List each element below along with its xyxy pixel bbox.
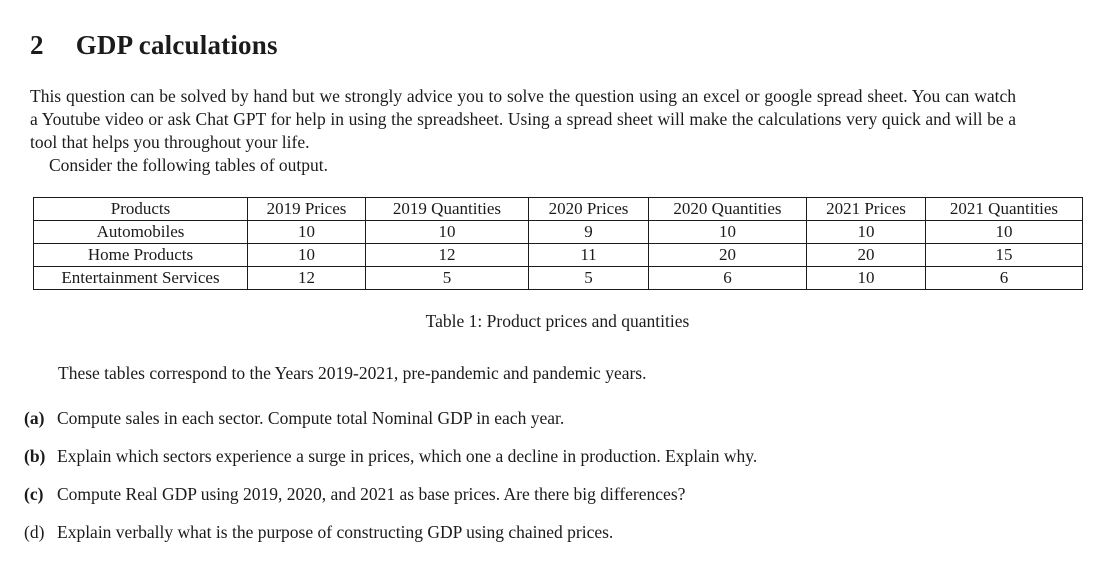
table-cell: 12 [365,243,529,267]
section-number: 2 [30,30,44,60]
row-label-home-products: Home Products [33,243,248,267]
consider-line: Consider the following tables of output. [49,155,328,175]
col-header-2019-prices: 2019 Prices [247,197,366,221]
product-table: Products 2019 Prices 2019 Quantities 202… [33,197,1083,290]
question-b-text: Explain which sectors experience a surge… [57,446,758,466]
intro-paragraph: This question can be solved by hand but … [30,86,1016,152]
table-header-row: Products 2019 Prices 2019 Quantities 202… [33,197,1083,221]
question-d-text: Explain verbally what is the purpose of … [57,522,614,542]
table-cell: 10 [806,220,926,244]
question-b: (b) Explain which sectors experience a s… [24,446,1067,467]
question-c: (c) Compute Real GDP using 2019, 2020, a… [24,484,1067,505]
question-list: (a) Compute sales in each sector. Comput… [24,408,1067,543]
col-header-2021-quantities: 2021 Quantities [925,197,1083,221]
question-b-label: (b) [24,446,46,466]
row-label-entertainment-services: Entertainment Services [33,266,248,290]
table-cell: 10 [365,220,529,244]
table-cell: 20 [806,243,926,267]
table-cell: 10 [247,243,366,267]
table-caption: Table 1: Product prices and quantities [425,311,690,331]
question-c-text: Compute Real GDP using 2019, 2020, and 2… [57,484,686,504]
question-d: (d) Explain verbally what is the purpose… [24,522,1067,543]
table-cell: 10 [806,266,926,290]
table-cell: 11 [528,243,649,267]
section-heading: 2 GDP calculations [30,30,1067,61]
table-cell: 5 [365,266,529,290]
question-d-label: (d) [24,522,45,542]
row-label-automobiles: Automobiles [33,220,248,244]
table-row: Home Products 10 12 11 20 20 15 [33,243,1083,267]
question-a-label: (a) [24,408,45,428]
table-cell: 10 [648,220,807,244]
col-header-products: Products [33,197,248,221]
question-c-label: (c) [24,484,44,504]
table-row: Entertainment Services 12 5 5 6 10 6 [33,266,1083,290]
table-cell: 9 [528,220,649,244]
table-cell: 10 [247,220,366,244]
table-cell: 5 [528,266,649,290]
table-cell: 12 [247,266,366,290]
table-cell: 20 [648,243,807,267]
col-header-2020-prices: 2020 Prices [528,197,649,221]
section-title: GDP calculations [75,30,278,60]
table-cell: 6 [648,266,807,290]
table-cell: 15 [925,243,1083,267]
after-table-text: These tables correspond to the Years 201… [58,363,647,383]
col-header-2021-prices: 2021 Prices [806,197,926,221]
question-a-text: Compute sales in each sector. Compute to… [57,408,565,428]
col-header-2020-quantities: 2020 Quantities [648,197,807,221]
col-header-2019-quantities: 2019 Quantities [365,197,529,221]
table-cell: 6 [925,266,1083,290]
table-cell: 10 [925,220,1083,244]
question-a: (a) Compute sales in each sector. Comput… [24,408,1067,429]
table-row: Automobiles 10 10 9 10 10 10 [33,220,1083,244]
